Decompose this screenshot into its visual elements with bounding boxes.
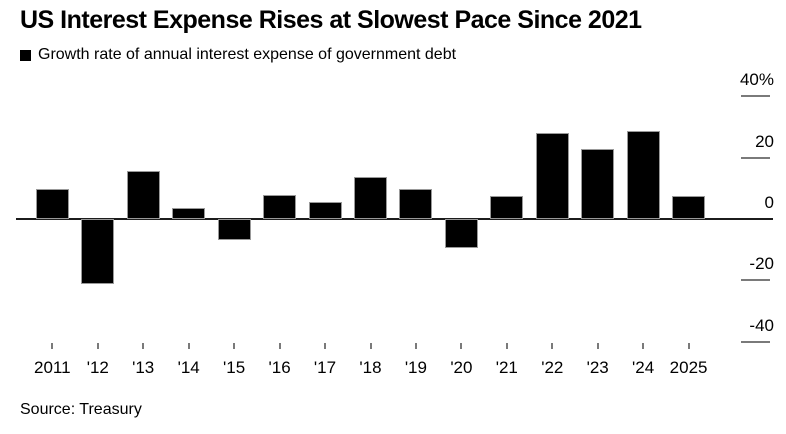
x-axis-tick [369, 343, 372, 349]
y-axis-label: 40% [739, 70, 774, 90]
x-axis-tick [687, 343, 690, 349]
x-axis-tick [278, 343, 281, 349]
bar-21 [490, 195, 524, 219]
bar-2025 [672, 196, 706, 219]
x-axis-label: '20 [450, 358, 473, 377]
x-axis-label: '18 [359, 358, 382, 377]
bar-13 [126, 170, 160, 219]
x-axis-label: '15 [223, 358, 246, 377]
x-axis-tick [142, 343, 145, 349]
legend-label: Growth rate of annual interest expense o… [38, 46, 457, 63]
x-axis-label: '17 [313, 358, 337, 377]
x-axis-label: '21 [495, 358, 518, 377]
bar-20 [444, 219, 478, 248]
bar-24 [626, 131, 660, 219]
y-axis-label: 20 [755, 131, 774, 151]
legend: Growth rate of annual interest expense o… [20, 46, 456, 64]
bar-19 [399, 188, 433, 219]
bar-17 [308, 201, 342, 219]
x-axis-tick [51, 343, 54, 349]
legend-swatch-icon [20, 49, 31, 61]
x-axis-label: '13 [132, 358, 155, 377]
y-axis-label: -20 [749, 254, 774, 274]
x-axis-tick [642, 343, 645, 349]
y-axis-tick [741, 95, 770, 98]
bar-18 [354, 176, 387, 219]
y-axis-label: -40 [749, 315, 774, 335]
x-axis-label: 2025 [669, 358, 708, 377]
x-axis-tick [324, 343, 326, 349]
x-axis-label: '23 [586, 358, 609, 377]
source-note: Source: Treasury [20, 401, 142, 418]
y-axis-tick [741, 279, 770, 282]
x-axis-tick [414, 343, 417, 349]
x-axis-label: 2011 [34, 358, 71, 377]
bar-14 [172, 207, 206, 219]
x-axis-tick [505, 343, 508, 349]
bar-22 [535, 133, 569, 219]
y-axis-tick [741, 340, 770, 343]
x-axis-label: '12 [86, 358, 109, 377]
x-axis-label: '24 [632, 358, 655, 377]
bar-12 [81, 219, 115, 284]
bar-2011 [35, 189, 69, 219]
x-axis-label: '16 [268, 358, 291, 377]
bar-15 [217, 219, 251, 240]
x-axis-tick [460, 343, 463, 349]
x-axis-label: '19 [404, 358, 427, 377]
x-axis-label: '14 [177, 358, 200, 377]
bar-23 [581, 149, 615, 219]
y-axis-label: 0 [764, 193, 774, 212]
x-axis-tick [233, 343, 236, 349]
chart-title: US Interest Expense Rises at Slowest Pac… [20, 6, 642, 34]
x-axis-label: '22 [541, 358, 564, 377]
x-axis-tick [551, 343, 554, 349]
x-axis-tick [596, 343, 599, 349]
y-axis-tick [741, 156, 770, 159]
x-axis-tick [96, 343, 99, 349]
x-axis-line [16, 218, 773, 220]
bar-16 [263, 195, 297, 219]
x-axis-tick [187, 343, 190, 349]
